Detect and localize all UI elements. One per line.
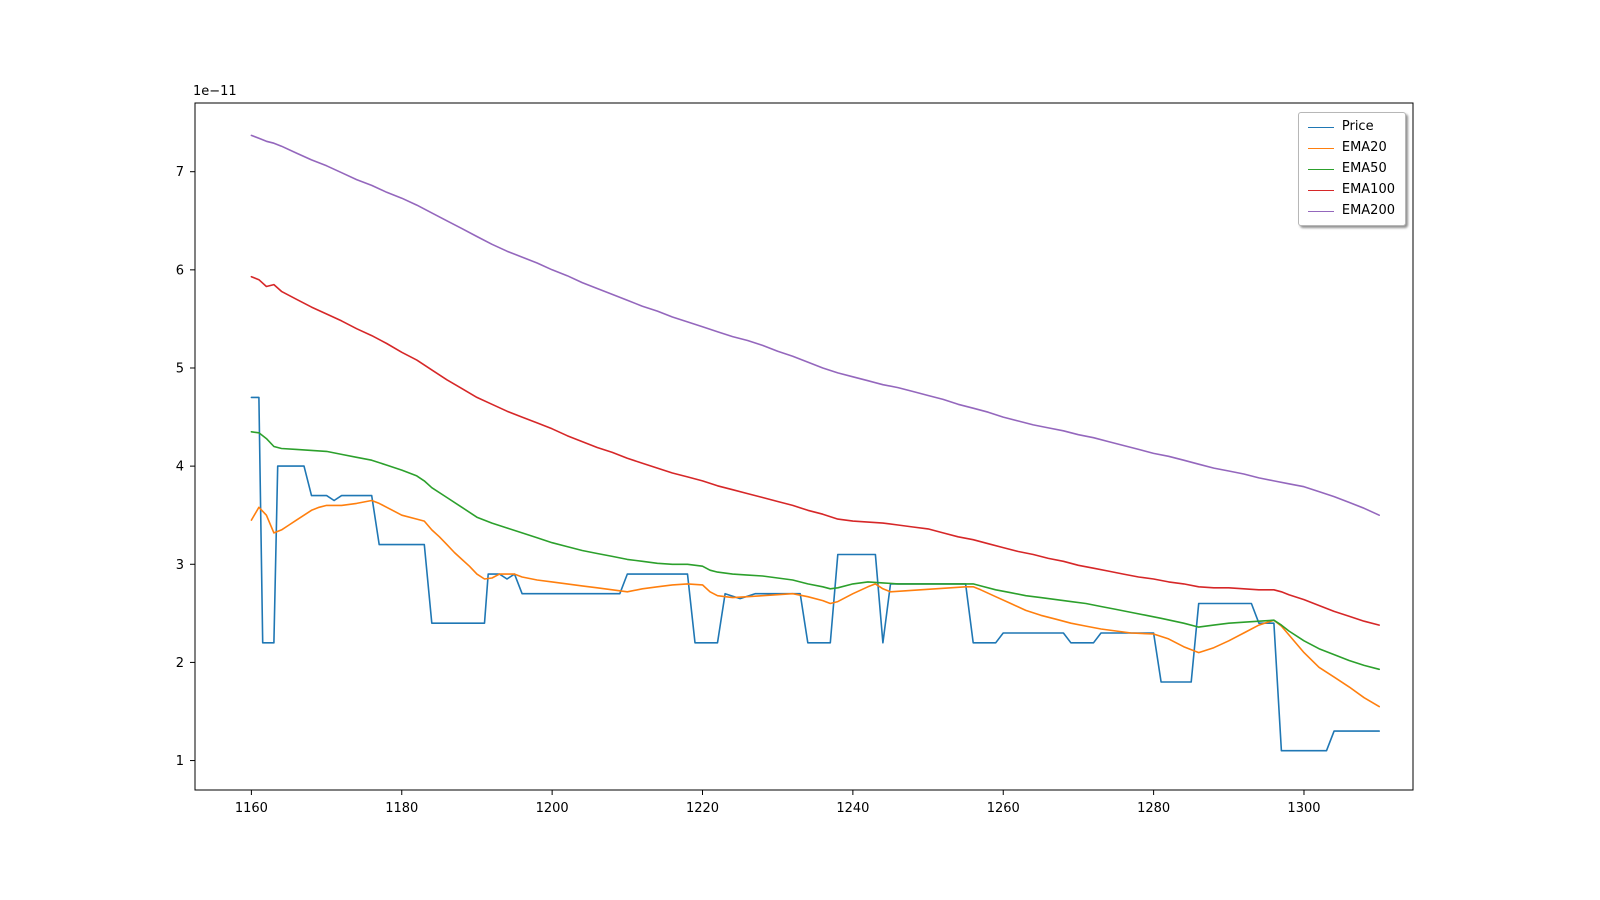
y-tick-label: 6 — [176, 263, 184, 278]
legend-item-ema200: EMA200 — [1307, 203, 1395, 218]
y-tick-label: 2 — [176, 656, 184, 671]
plot-border — [194, 102, 1414, 791]
legend-label: EMA50 — [1341, 161, 1387, 176]
series-line-price — [250, 396, 1380, 752]
y-tick-label: 7 — [176, 165, 184, 180]
legend-label: EMA20 — [1341, 140, 1387, 155]
x-tick-label: 1180 — [385, 801, 418, 816]
legend-label: EMA100 — [1341, 182, 1395, 197]
y-tick-label: 4 — [176, 460, 184, 475]
legend-item-ema20: EMA20 — [1307, 140, 1395, 155]
legend-item-ema50: EMA50 — [1307, 161, 1395, 176]
series-line-ema20 — [250, 499, 1380, 708]
legend-line-swatch — [1307, 147, 1334, 149]
x-tick-label: 1220 — [686, 801, 719, 816]
series-line-ema50 — [250, 430, 1380, 671]
y-axis-offset-label: 1e−11 — [193, 84, 237, 99]
legend-label: EMA200 — [1341, 203, 1395, 218]
x-tick-label: 1260 — [987, 801, 1020, 816]
legend: Price EMA20 EMA50 EMA100 EMA200 — [1297, 112, 1406, 226]
x-tick-label: 1200 — [536, 801, 569, 816]
x-tick-label: 1280 — [1137, 801, 1170, 816]
legend-line-swatch — [1307, 168, 1334, 170]
series-line-ema200 — [250, 134, 1380, 517]
y-tick-label: 1 — [176, 754, 184, 769]
legend-item-ema100: EMA100 — [1307, 182, 1395, 197]
legend-line-swatch — [1307, 126, 1334, 128]
x-tick-label: 1160 — [235, 801, 268, 816]
legend-line-swatch — [1307, 210, 1334, 212]
legend-item-price: Price — [1307, 119, 1395, 134]
x-tick-label: 1300 — [1287, 801, 1320, 816]
y-tick-label: 3 — [176, 558, 184, 573]
series-line-ema100 — [250, 275, 1380, 626]
x-tick-label: 1240 — [836, 801, 869, 816]
y-tick-label: 5 — [176, 361, 184, 376]
legend-line-swatch — [1307, 189, 1334, 191]
legend-label: Price — [1341, 119, 1374, 134]
